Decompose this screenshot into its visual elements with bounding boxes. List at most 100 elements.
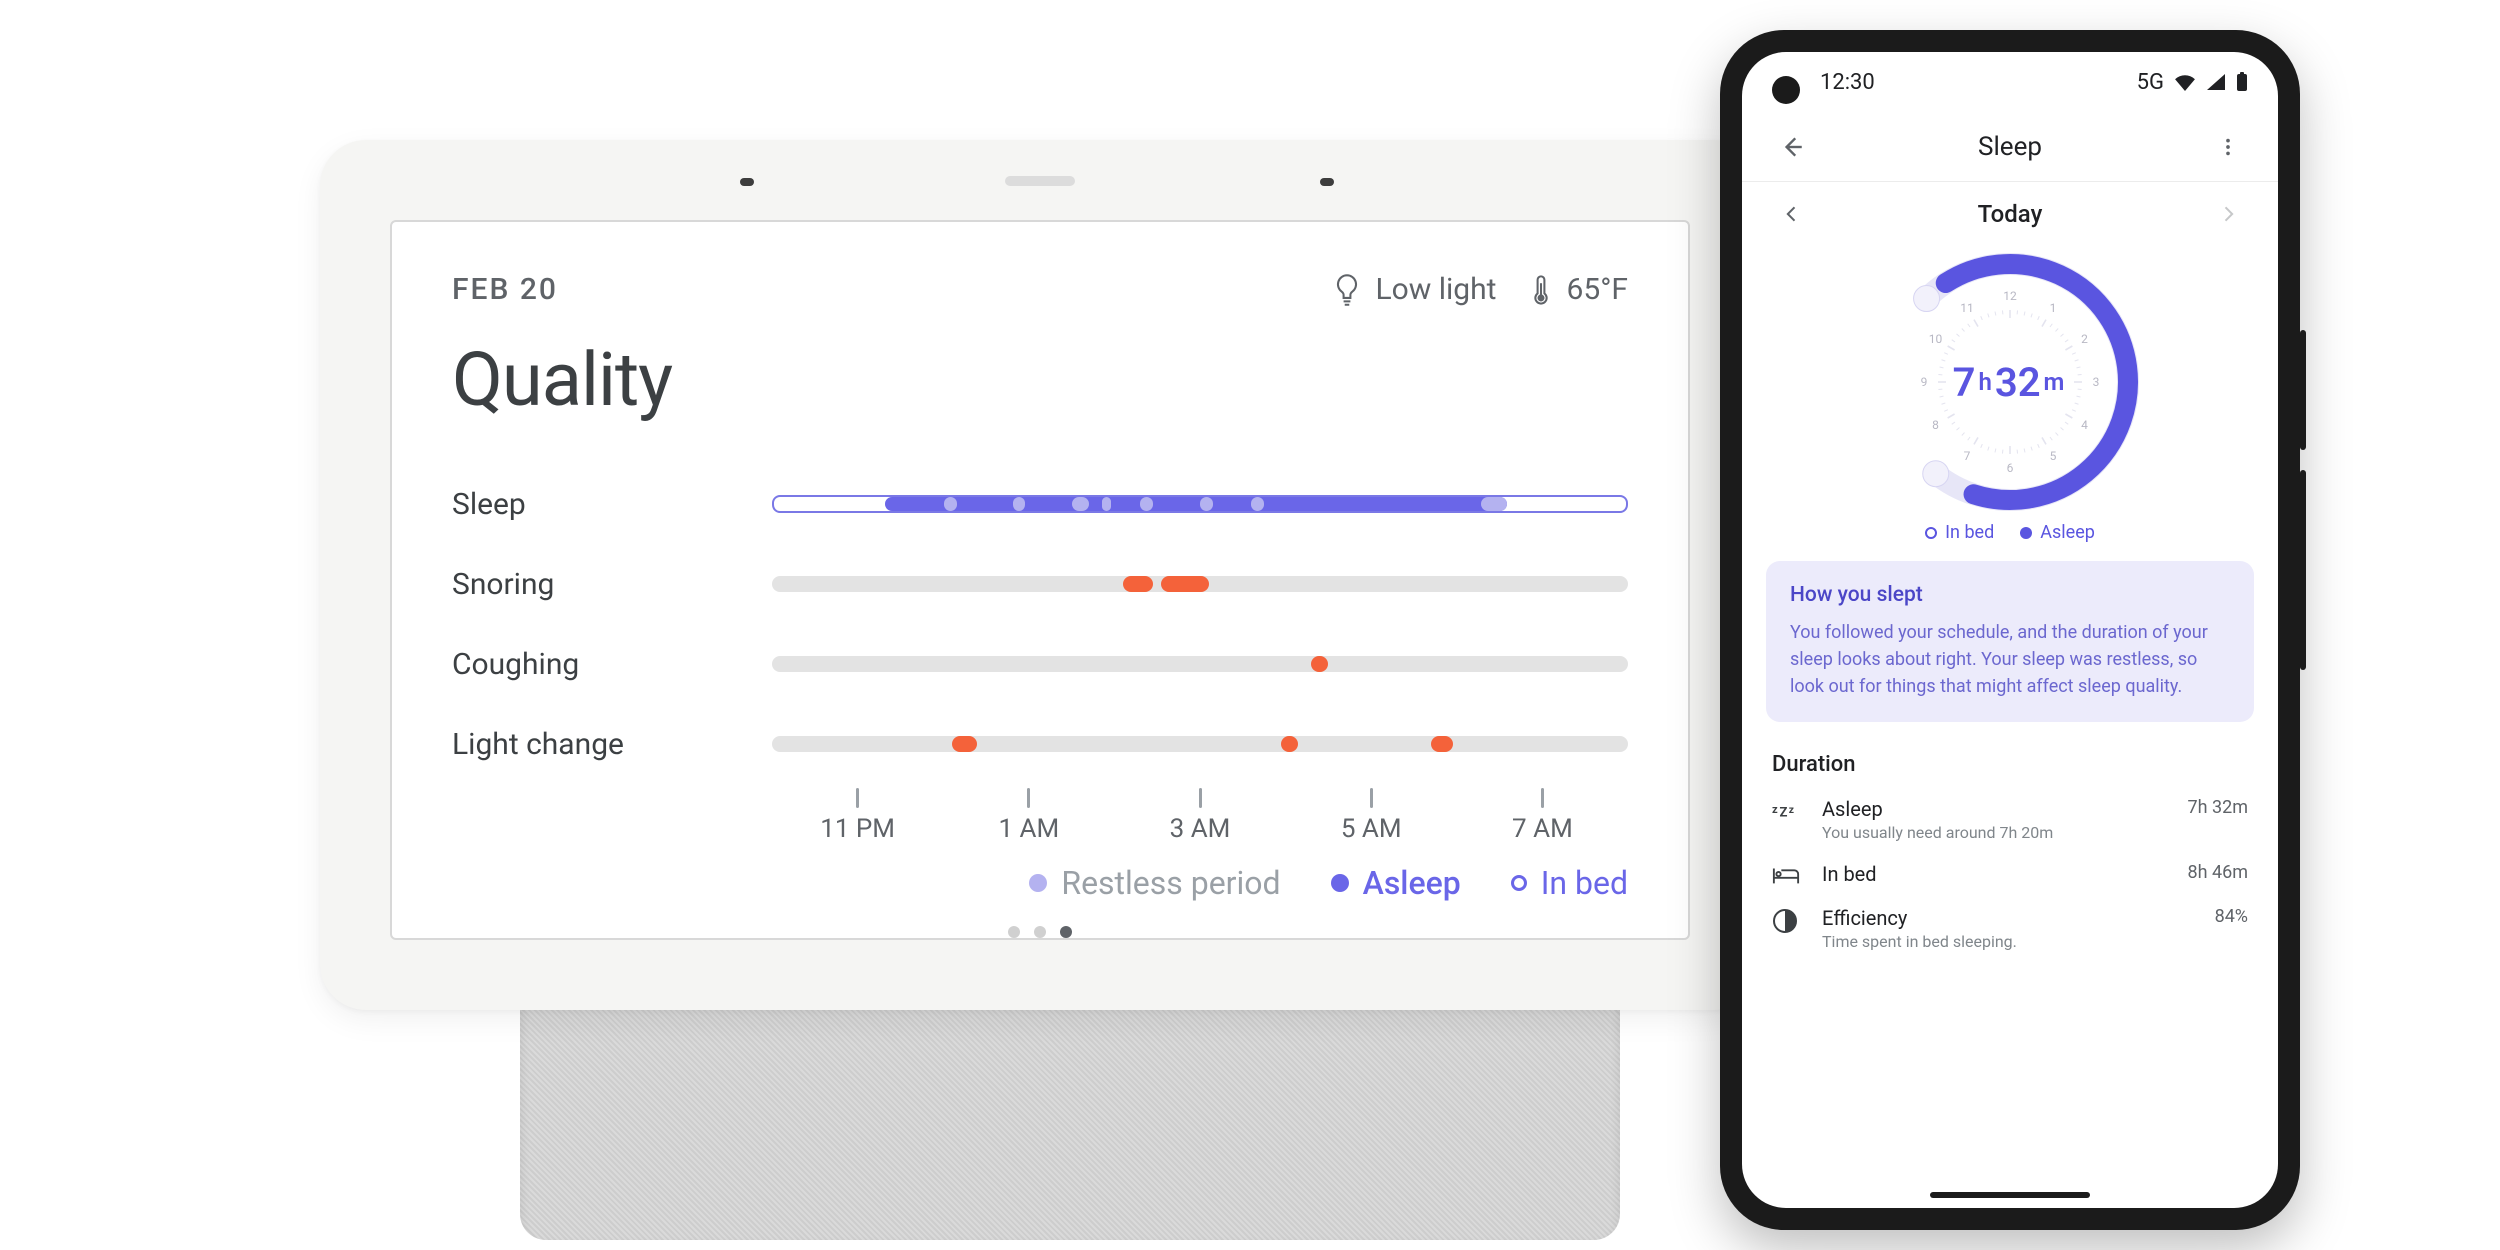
svg-text:z: z — [1789, 803, 1794, 816]
day-label: Today — [1978, 200, 2043, 228]
hub-sensor-left — [740, 178, 754, 186]
page-indicator[interactable] — [452, 926, 1628, 938]
clock-number: 12 — [2003, 289, 2017, 303]
segment-restless — [1251, 497, 1264, 511]
status-time: 12:30 — [1820, 70, 1875, 95]
track-label: Coughing — [452, 647, 772, 682]
clock-number: 10 — [1929, 332, 1943, 346]
segment-restless — [1481, 497, 1507, 511]
segment-event — [1161, 576, 1208, 592]
track-row-light-change: Light change — [452, 704, 1628, 784]
hub-page-title: Quality — [452, 337, 1628, 424]
metric-label: In bed — [1822, 862, 2169, 886]
nest-hub-device: FEB 20 Low light — [320, 140, 1760, 1010]
metric-value: 84% — [2215, 906, 2248, 927]
clock-number: 1 — [2050, 301, 2057, 315]
hub-speaker-slot — [1005, 176, 1075, 186]
track-label: Light change — [452, 727, 772, 762]
svg-text:Z: Z — [1779, 806, 1787, 821]
track-row-snoring: Snoring — [452, 544, 1628, 624]
status-network-label: 5G — [2137, 70, 2164, 95]
legend-restless: Restless period — [1029, 864, 1280, 902]
time-axis: 11 PM1 AM3 AM5 AM7 AM — [772, 788, 1628, 844]
clock-number: 3 — [2093, 375, 2100, 389]
insight-card[interactable]: How you slept You followed your schedule… — [1766, 561, 2254, 722]
ambient-light: Low light — [1333, 272, 1496, 307]
track-label: Snoring — [452, 567, 772, 602]
metric-row-efficiency[interactable]: Efficiency Time spent in bed sleeping. 84% — [1742, 896, 2278, 961]
ambient-temp: 65°F — [1530, 272, 1628, 307]
pager-dot[interactable] — [1008, 926, 1020, 938]
hub-environment: Low light 65°F — [1333, 272, 1628, 307]
metric-sub: You usually need around 7h 20m — [1822, 823, 2169, 842]
clock-number: 5 — [2050, 449, 2057, 463]
prev-day-button[interactable] — [1772, 194, 1812, 234]
hub-screen: FEB 20 Low light — [390, 220, 1690, 940]
track-bar — [772, 736, 1628, 752]
wifi-icon — [2174, 73, 2196, 91]
overflow-menu-button[interactable] — [2208, 127, 2248, 167]
legend-asleep: Asleep — [1331, 864, 1461, 902]
segment-restless — [1140, 497, 1153, 511]
pager-dot[interactable] — [1034, 926, 1046, 938]
clock-number: 2 — [2081, 332, 2088, 346]
metric-row-in-bed[interactable]: In bed 8h 46m — [1742, 852, 2278, 896]
gesture-bar[interactable] — [1930, 1192, 2090, 1198]
track-row-sleep: Sleep — [452, 464, 1628, 544]
segment-restless — [1102, 497, 1111, 511]
segment-restless — [944, 497, 957, 511]
metric-row-asleep[interactable]: zZz Asleep You usually need around 7h 20m 7… — [1742, 787, 2278, 852]
status-bar: 12:30 5G — [1742, 52, 2278, 112]
ring-legend: In bed Asleep — [1742, 522, 2278, 561]
hub-date: FEB 20 — [452, 272, 558, 307]
clock-number: 6 — [2007, 461, 2014, 475]
quality-tracks: Sleep Snoring Coughing Light change — [452, 464, 1628, 784]
clock-number: 4 — [2081, 418, 2088, 432]
segment-event — [1123, 576, 1153, 592]
app-bar-title: Sleep — [1978, 132, 2042, 162]
battery-icon — [2236, 72, 2248, 92]
signal-icon — [2206, 73, 2226, 91]
sleep-ring[interactable]: 7 h 32 m 121234567891011 — [1880, 252, 2140, 512]
day-navigator: Today — [1742, 182, 2278, 246]
lightbulb-icon — [1333, 273, 1361, 307]
track-bar — [772, 576, 1628, 592]
next-day-button[interactable] — [2208, 194, 2248, 234]
half-circle-icon — [1772, 906, 1804, 934]
hub-sensor-right — [1320, 178, 1334, 186]
metric-value: 8h 46m — [2187, 862, 2248, 883]
track-bar — [772, 495, 1628, 513]
metric-value: 7h 32m — [2187, 797, 2248, 818]
axis-tick: 5 AM — [1286, 788, 1457, 844]
hub-speaker-base — [520, 990, 1620, 1240]
clock-number: 8 — [1932, 418, 1939, 432]
thermometer-icon — [1530, 273, 1552, 307]
ambient-light-label: Low light — [1375, 272, 1496, 307]
axis-tick: 11 PM — [772, 788, 943, 844]
metric-sub: Time spent in bed sleeping. — [1822, 932, 2197, 951]
ambient-temp-label: 65°F — [1566, 272, 1628, 307]
pager-dot[interactable] — [1060, 926, 1072, 938]
insight-title: How you slept — [1790, 583, 2230, 607]
clock-number: 7 — [1964, 449, 1971, 463]
hub-bezel: FEB 20 Low light — [320, 140, 1760, 1010]
track-legend: Restless period Asleep In bed — [452, 864, 1628, 902]
bed-icon — [1772, 862, 1804, 886]
track-row-coughing: Coughing — [452, 624, 1628, 704]
metric-label: Efficiency — [1822, 906, 2197, 930]
segment-restless — [1200, 497, 1213, 511]
metric-label: Asleep — [1822, 797, 2169, 821]
svg-text:z: z — [1772, 803, 1778, 816]
segment-event — [1431, 736, 1452, 752]
app-bar: Sleep — [1742, 112, 2278, 182]
asleep-dot-icon — [1331, 874, 1349, 892]
phone-device: 12:30 5G Sleep — [1720, 30, 2300, 1230]
restless-dot-icon — [1029, 874, 1047, 892]
phone-volume-button — [2300, 470, 2306, 670]
segment-restless — [1072, 497, 1089, 511]
back-button[interactable] — [1772, 127, 1812, 167]
insight-body: You followed your schedule, and the dura… — [1790, 619, 2230, 700]
segment-event — [1281, 736, 1298, 752]
clock-number: 9 — [1921, 375, 1928, 389]
ring-legend-in-bed: In bed — [1925, 522, 1994, 543]
